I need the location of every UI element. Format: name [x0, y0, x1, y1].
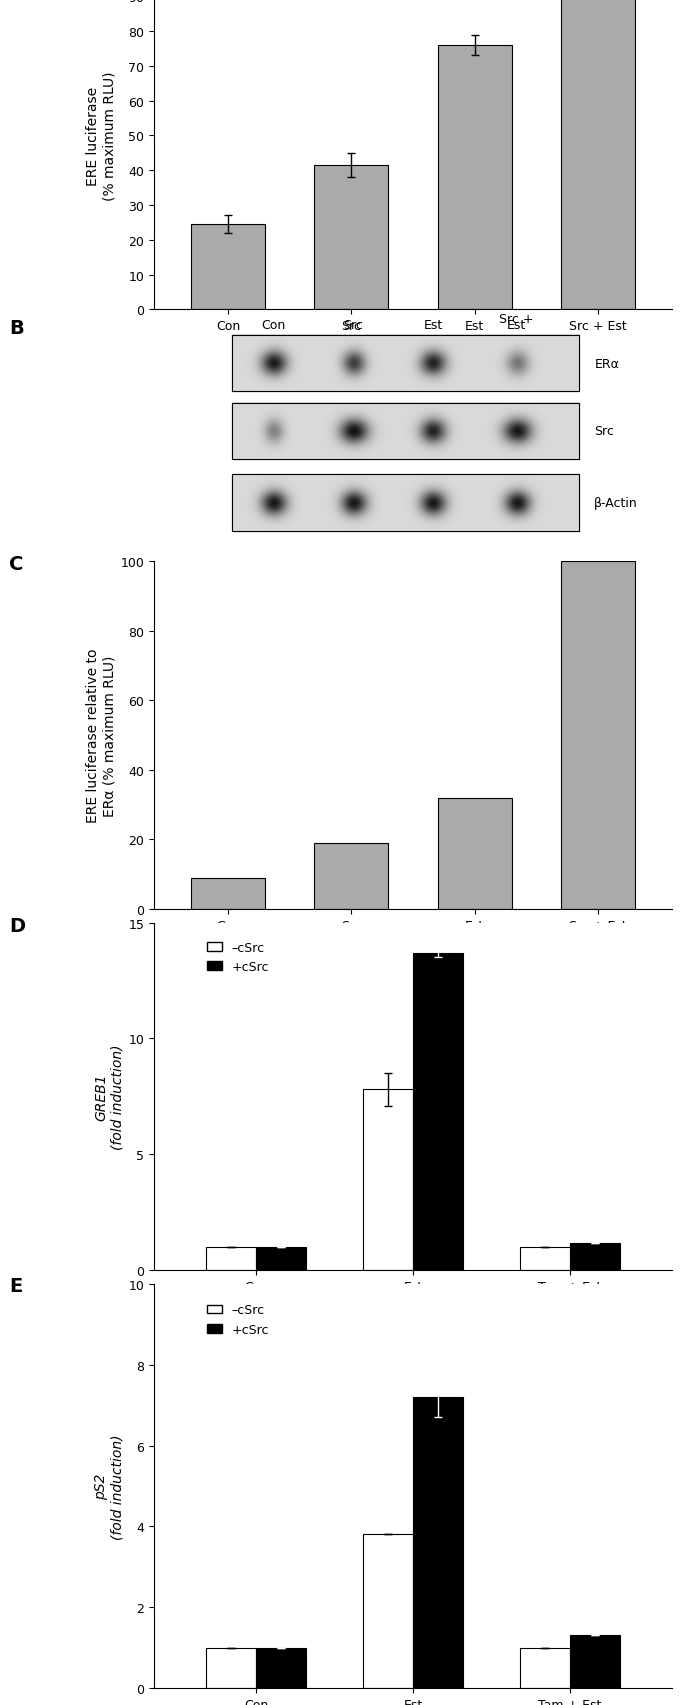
Bar — [232, 476, 579, 532]
Y-axis label: pS2
(fold induction): pS2 (fold induction) — [94, 1434, 124, 1540]
Bar — [191, 225, 265, 310]
Y-axis label: ERE luciferase
(% maximum RLU): ERE luciferase (% maximum RLU) — [86, 72, 116, 201]
Text: Est: Est — [424, 319, 442, 331]
Bar — [191, 878, 265, 909]
Bar — [256, 1248, 307, 1270]
Bar — [232, 336, 579, 392]
Bar — [256, 1647, 307, 1688]
Bar — [570, 1243, 620, 1270]
Y-axis label: ERE luciferase relative to
ERα (% maximum RLU): ERE luciferase relative to ERα (% maximu… — [86, 648, 116, 824]
Bar — [570, 1635, 620, 1688]
Bar — [363, 1534, 413, 1688]
Legend: –cSrc, +cSrc: –cSrc, +cSrc — [202, 936, 274, 979]
Bar — [561, 0, 635, 310]
Bar — [206, 1647, 256, 1688]
Text: C: C — [9, 554, 23, 573]
Bar — [438, 46, 512, 310]
Text: β-Actin: β-Actin — [594, 496, 638, 510]
Text: B: B — [9, 319, 24, 338]
Text: E: E — [9, 1275, 22, 1296]
Text: Src +: Src + — [499, 314, 533, 326]
Text: D: D — [9, 916, 25, 934]
Bar — [232, 476, 579, 532]
Bar — [561, 561, 635, 909]
Bar — [232, 404, 579, 459]
Text: Src: Src — [594, 425, 614, 438]
Bar — [363, 1089, 413, 1270]
Text: ERα: ERα — [594, 358, 620, 370]
Text: Est: Est — [507, 319, 526, 331]
Bar — [206, 1248, 256, 1270]
Bar — [232, 336, 579, 392]
Y-axis label: GREB1
(fold induction): GREB1 (fold induction) — [94, 1043, 124, 1149]
Bar — [314, 165, 389, 310]
Bar — [314, 844, 389, 909]
Bar — [413, 953, 463, 1270]
Text: Src: Src — [343, 319, 363, 331]
Bar — [519, 1647, 570, 1688]
Bar — [519, 1248, 570, 1270]
Bar — [232, 404, 579, 459]
Legend: –cSrc, +cSrc: –cSrc, +cSrc — [202, 1299, 274, 1340]
Bar — [413, 1398, 463, 1688]
Bar — [438, 798, 512, 909]
Text: Con: Con — [261, 319, 286, 331]
